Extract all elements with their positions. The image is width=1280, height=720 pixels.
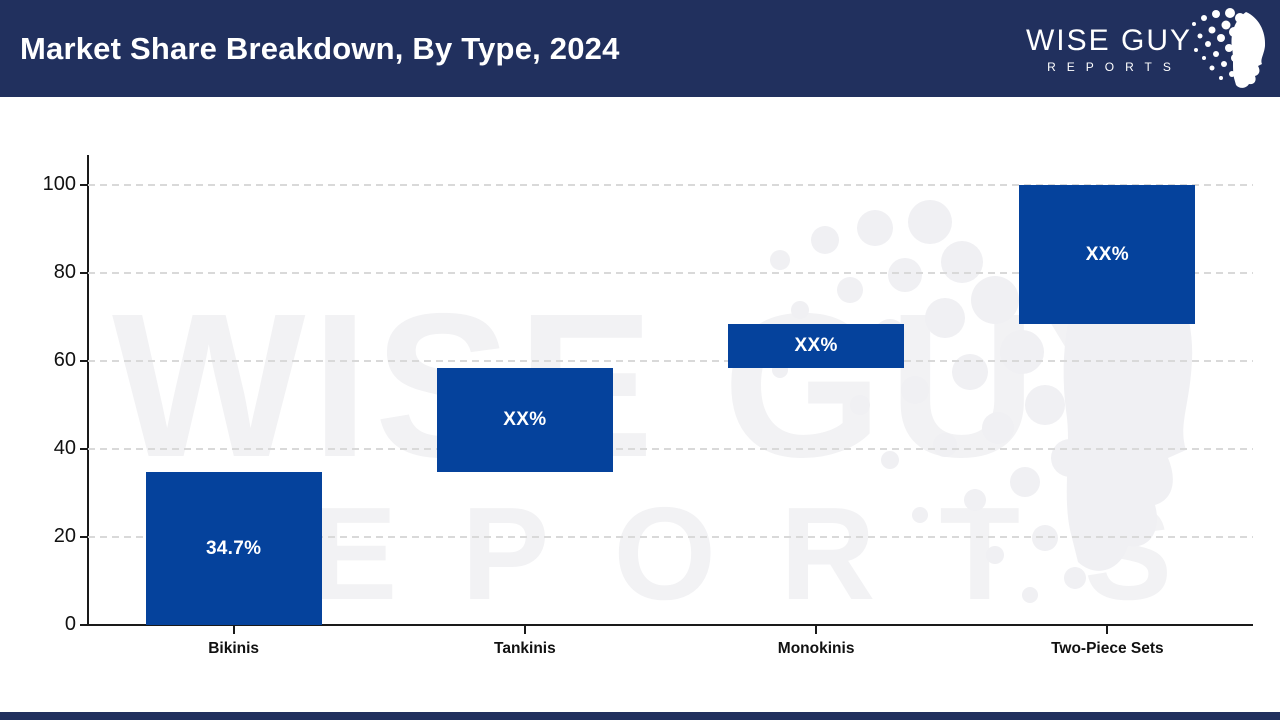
y-tick-mark-0 bbox=[80, 624, 88, 626]
y-tick-label-0: 0 bbox=[64, 613, 76, 635]
gridline-100 bbox=[88, 184, 1253, 187]
bar-value-label: XX% bbox=[1085, 243, 1129, 265]
footer-bar bbox=[0, 712, 1280, 720]
y-tick-mark-60 bbox=[80, 360, 88, 363]
logo-subtitle: REPORTS bbox=[1047, 59, 1182, 74]
x-category-label-2: Monokinis bbox=[777, 640, 855, 657]
x-tick-mark-1 bbox=[523, 625, 526, 634]
gridline-60 bbox=[88, 360, 1253, 363]
y-axis-line bbox=[87, 155, 89, 626]
y-tick-mark-20 bbox=[80, 536, 88, 539]
x-category-label-3: Two-Piece Sets bbox=[1051, 640, 1164, 657]
bar-value-label: XX% bbox=[794, 335, 838, 357]
y-tick-label-20: 20 bbox=[53, 525, 76, 548]
y-tick-mark-80 bbox=[80, 272, 88, 275]
x-tick-mark-0 bbox=[232, 625, 235, 634]
gridline-40 bbox=[88, 448, 1253, 451]
x-tick-mark-3 bbox=[1106, 625, 1109, 634]
x-category-label-1: Tankinis bbox=[494, 640, 556, 657]
gridline-20 bbox=[88, 536, 1253, 539]
wiseguy-logo-text: WISE GUY REPORTS bbox=[1025, 23, 1192, 74]
y-tick-label-40: 40 bbox=[53, 437, 76, 460]
y-tick-label-100: 100 bbox=[42, 173, 76, 196]
bar-monokinis: XX% bbox=[728, 324, 905, 369]
bar-tankinis: XX% bbox=[436, 368, 613, 473]
wiseguy-logo: WISE GUY REPORTS bbox=[1026, 6, 1270, 92]
chart-title: Market Share Breakdown, By Type, 2024 bbox=[20, 30, 620, 66]
y-tick-label-80: 80 bbox=[53, 261, 76, 284]
logo-face-icon bbox=[1192, 8, 1266, 88]
bar-value-label: XX% bbox=[503, 409, 547, 431]
report-header: Market Share Breakdown, By Type, 2024 WI… bbox=[0, 0, 1280, 97]
y-tick-label-60: 60 bbox=[53, 349, 76, 372]
y-tick-mark-100 bbox=[80, 184, 88, 187]
gridline-80 bbox=[88, 272, 1253, 275]
logo-wordmark: WISE GUY bbox=[1025, 23, 1192, 57]
y-tick-mark-40 bbox=[80, 448, 88, 451]
bar-value-label: 34.7% bbox=[205, 537, 262, 559]
bar-two-piece-sets: XX% bbox=[1019, 185, 1196, 325]
x-tick-mark-2 bbox=[815, 625, 818, 634]
x-axis-line bbox=[87, 624, 1253, 626]
bar-bikinis: 34.7% bbox=[145, 472, 322, 625]
x-category-label-0: Bikinis bbox=[208, 640, 260, 657]
